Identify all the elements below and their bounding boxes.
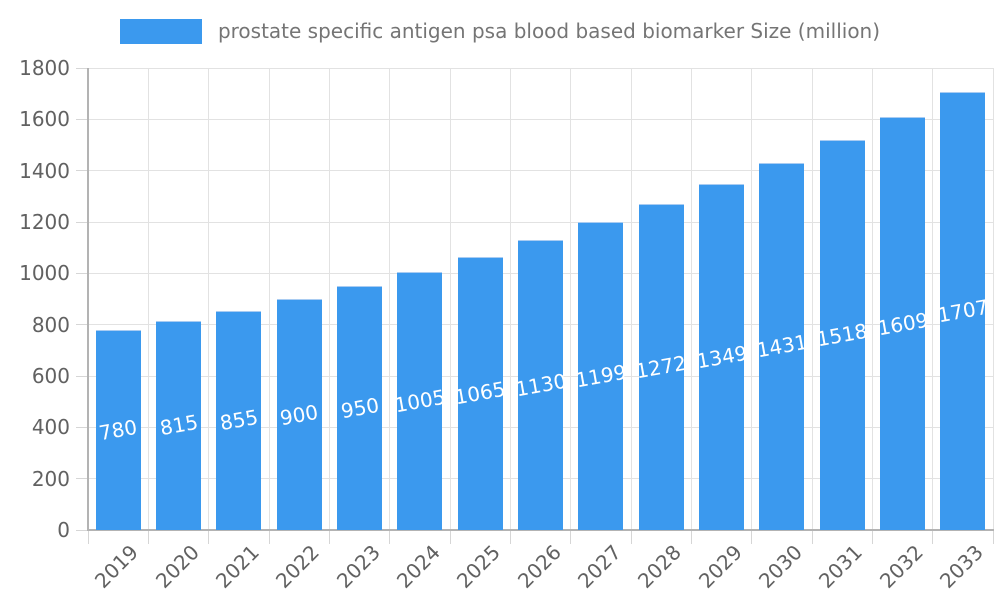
gridline-vertical [811,68,813,530]
x-tick-mark [208,530,210,544]
gridline-vertical [509,68,511,530]
y-tick-mark [76,221,88,223]
x-tick-label: 2033 [934,540,988,593]
x-tick-mark [570,530,572,544]
y-tick-label: 1000 [19,261,70,286]
bar [578,222,624,530]
gridline-vertical [570,68,572,530]
y-tick-mark [76,272,88,274]
x-tick-label: 2031 [814,540,868,593]
x-tick-mark [811,530,813,544]
bar [819,140,865,530]
x-tick-label: 2019 [90,540,144,593]
x-tick-mark [268,530,270,544]
x-tick-mark [328,530,330,544]
x-tick-label: 2025 [452,540,506,593]
bar [397,272,443,530]
legend-label: prostate specific antigen psa blood base… [217,19,881,43]
bar [276,299,322,530]
x-tick-label: 2030 [753,540,807,593]
bar [156,320,201,530]
x-tick-mark [871,530,873,544]
bar [518,240,563,530]
gridline-vertical [328,68,330,530]
x-tick-label: 2024 [391,540,445,593]
legend[interactable]: prostate specific antigen psa blood base… [0,19,1000,44]
bar [699,183,744,530]
gridline-horizontal [88,67,993,69]
gridline-horizontal [88,170,993,172]
y-tick-mark [76,426,88,428]
gridline-vertical [268,68,270,530]
x-tick-mark [751,530,753,544]
y-tick-label: 1400 [19,158,70,183]
bar [95,329,141,530]
bar [638,203,684,530]
y-tick-mark [76,324,88,326]
bar [216,310,262,530]
gridline-vertical [690,68,692,530]
bar [337,286,382,530]
gridline-vertical [751,68,753,530]
y-tick-label: 1200 [19,210,70,234]
y-tick-label: 200 [31,466,70,491]
gridline-vertical [147,68,149,530]
x-tick-mark [87,530,89,544]
y-tick-mark [76,118,88,120]
gridline-vertical [630,68,632,530]
x-tick-mark [147,530,149,544]
gridline-vertical [992,68,994,530]
bar [880,117,925,530]
gridline-vertical [208,68,210,530]
x-tick-mark [932,530,934,544]
x-tick-label: 2022 [271,540,325,593]
x-tick-label: 2029 [693,540,747,593]
x-tick-mark [690,530,692,544]
x-tick-label: 2023 [331,540,385,593]
x-tick-label: 2027 [572,540,626,593]
x-tick-label: 2020 [150,540,204,593]
y-tick-label: 1800 [19,56,70,80]
x-tick-label: 2032 [874,540,928,593]
bar [457,256,503,530]
y-tick-label: 800 [31,312,70,337]
x-tick-mark [509,530,511,544]
legend-swatch [119,19,202,44]
x-tick-mark [449,530,451,544]
bar [940,91,986,530]
gridline-vertical [389,68,391,530]
y-tick-mark [76,478,88,480]
y-axis-line [87,68,89,530]
y-tick-label: 600 [31,364,70,388]
gridline-vertical [871,68,873,530]
x-axis-line [87,529,994,531]
gridline-horizontal [88,118,993,120]
y-tick-mark [76,170,88,172]
y-tick-mark [76,67,88,69]
x-tick-label: 2028 [633,540,687,593]
bar [759,162,805,530]
x-tick-label: 2021 [210,540,264,593]
y-tick-label: 400 [31,415,70,440]
gridline-horizontal [88,221,993,223]
gridline-vertical [449,68,451,530]
x-tick-mark [389,530,391,544]
gridline-vertical [932,68,934,530]
y-tick-mark [76,529,88,531]
y-tick-mark [76,375,88,377]
y-tick-label: 1600 [19,107,70,132]
x-tick-mark [992,530,994,544]
x-tick-mark [630,530,632,544]
y-tick-label: 0 [57,518,70,542]
x-tick-label: 2026 [512,540,566,593]
